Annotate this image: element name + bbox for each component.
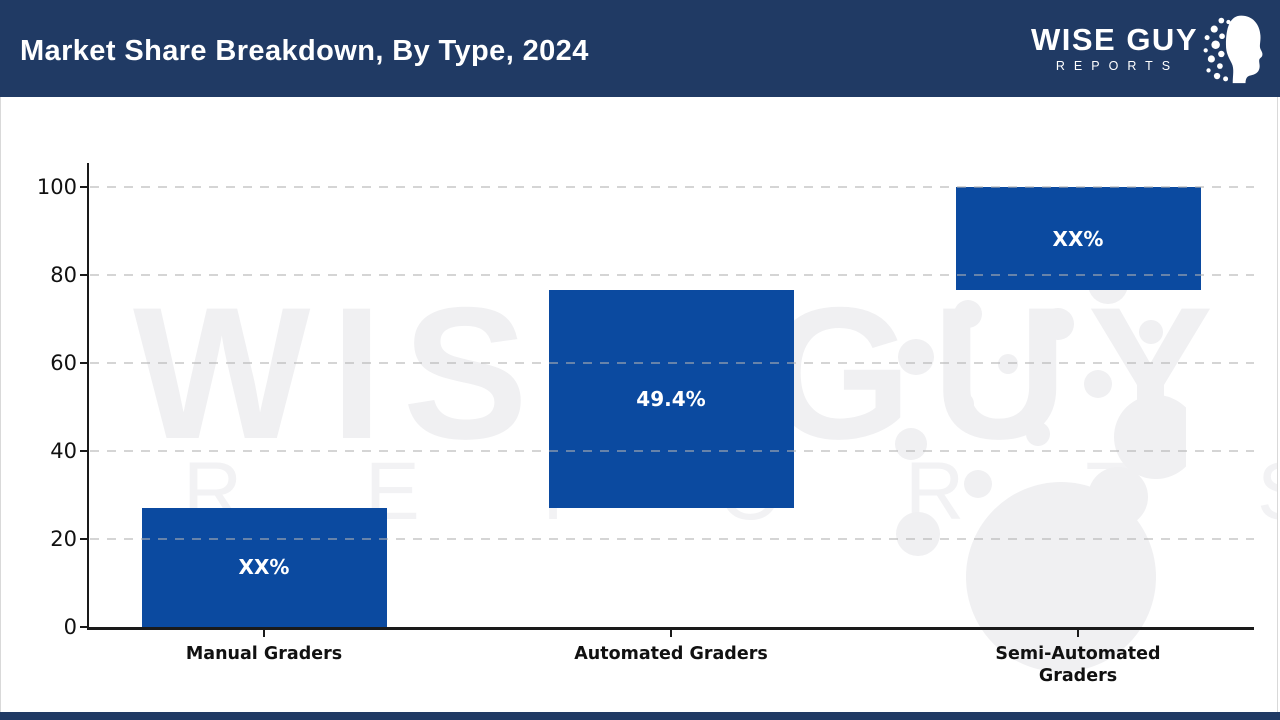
header-bar: Market Share Breakdown, By Type, 2024 WI… xyxy=(0,0,1280,97)
chart-card: WISE GUY R E P O R T S 020406080100XX%Ma… xyxy=(0,97,1278,713)
gridline-20 xyxy=(90,538,1254,540)
bar-semi-automated-graders: XX% xyxy=(955,187,1201,291)
x-tick-1 xyxy=(670,630,672,637)
y-tick-label-80: 80 xyxy=(50,263,77,287)
page-title: Market Share Breakdown, By Type, 2024 xyxy=(20,35,589,67)
brand-logo-text: WISE GUY REPORTS xyxy=(1031,24,1198,73)
y-tick-100 xyxy=(80,186,87,188)
y-tick-label-100: 100 xyxy=(36,175,77,199)
gridline-60 xyxy=(90,362,1254,364)
bar-value-label: 49.4% xyxy=(636,387,706,412)
bar-value-label: XX% xyxy=(1052,226,1104,251)
face-profile-icon xyxy=(1203,15,1263,83)
y-axis-line xyxy=(87,163,89,629)
x-category-label-2: Semi-Automated Graders xyxy=(995,644,1161,686)
y-tick-20 xyxy=(80,538,87,540)
x-axis-line xyxy=(87,627,1254,630)
x-tick-0 xyxy=(263,630,265,637)
y-tick-label-60: 60 xyxy=(50,351,77,375)
bar-manual-graders: XX% xyxy=(141,507,387,627)
y-tick-label-20: 20 xyxy=(50,527,77,551)
gridline-80 xyxy=(90,274,1254,276)
footer-bar xyxy=(0,712,1280,720)
brand-name: WISE GUY xyxy=(1030,22,1198,58)
x-tick-2 xyxy=(1077,630,1079,637)
y-tick-label-40: 40 xyxy=(50,439,77,463)
x-category-label-1: Automated Graders xyxy=(574,644,768,664)
gridline-100 xyxy=(90,186,1254,188)
bar-value-label: XX% xyxy=(238,555,290,580)
y-tick-0 xyxy=(80,626,87,628)
y-tick-40 xyxy=(80,450,87,452)
bar-automated-graders: 49.4% xyxy=(548,290,794,508)
y-tick-label-0: 0 xyxy=(63,615,77,639)
x-category-label-0: Manual Graders xyxy=(185,644,343,664)
y-tick-80 xyxy=(80,274,87,276)
gridline-40 xyxy=(90,450,1254,452)
brand-subname: REPORTS xyxy=(1055,59,1180,74)
y-tick-60 xyxy=(80,362,87,364)
brand-logo: WISE GUY REPORTS xyxy=(1031,6,1266,92)
